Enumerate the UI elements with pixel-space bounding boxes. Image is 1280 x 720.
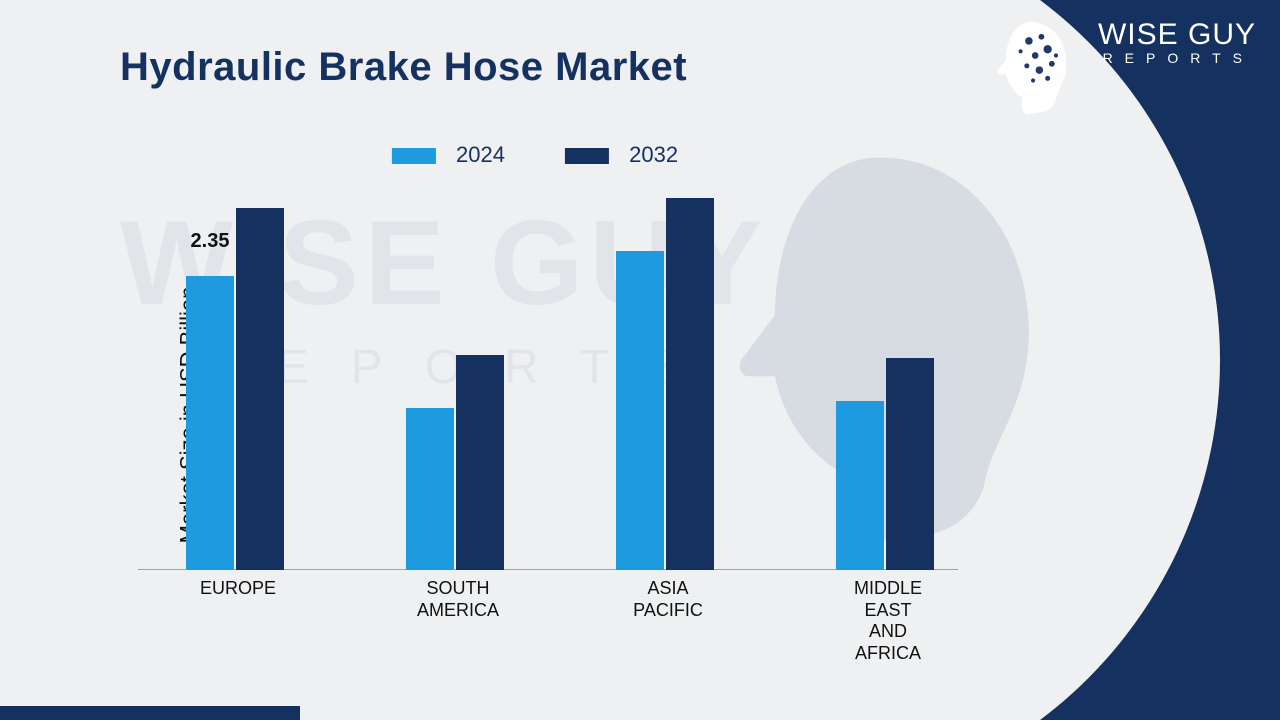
bar-series-2024 [186, 276, 234, 570]
bar-chart: Market Size in USD Billion 2024 2032 2.3… [110, 150, 960, 680]
brand-logo: WISE GUY REPORTS [1098, 18, 1256, 66]
category-label: MIDDLEEASTANDAFRICA [818, 578, 958, 664]
chart-stage: WISE GUY REPORTS Hydraulic Brake Hose Ma… [0, 0, 1280, 720]
bar-series-2024 [406, 408, 454, 571]
bar-series-2032 [236, 208, 284, 571]
bar-value-label: 2.35 [191, 230, 230, 253]
legend-item-2032: 2032 [565, 142, 678, 168]
chart-title: Hydraulic Brake Hose Market [120, 45, 687, 90]
legend-swatch-2032 [565, 148, 609, 164]
bar-series-2024 [616, 251, 664, 570]
logo-main-text: WISE GUY [1098, 18, 1256, 52]
legend-label-2024: 2024 [456, 142, 505, 167]
plot-area: 2.35EUROPESOUTHAMERICAASIAPACIFICMIDDLEE… [138, 170, 958, 570]
bar-series-2032 [456, 355, 504, 570]
bar-series-2032 [666, 198, 714, 571]
category-label: ASIAPACIFIC [598, 578, 738, 621]
legend-label-2032: 2032 [629, 142, 678, 167]
legend-swatch-2024 [392, 148, 436, 164]
logo-head-icon [986, 18, 1076, 118]
category-label: EUROPE [168, 578, 308, 600]
chart-legend: 2024 2032 [392, 142, 678, 168]
legend-item-2024: 2024 [392, 142, 505, 168]
bar-series-2024 [836, 401, 884, 570]
category-label: SOUTHAMERICA [388, 578, 528, 621]
logo-sub-text: REPORTS [1098, 50, 1256, 66]
bar-series-2032 [886, 358, 934, 571]
bottom-accent-bar [0, 706, 300, 720]
